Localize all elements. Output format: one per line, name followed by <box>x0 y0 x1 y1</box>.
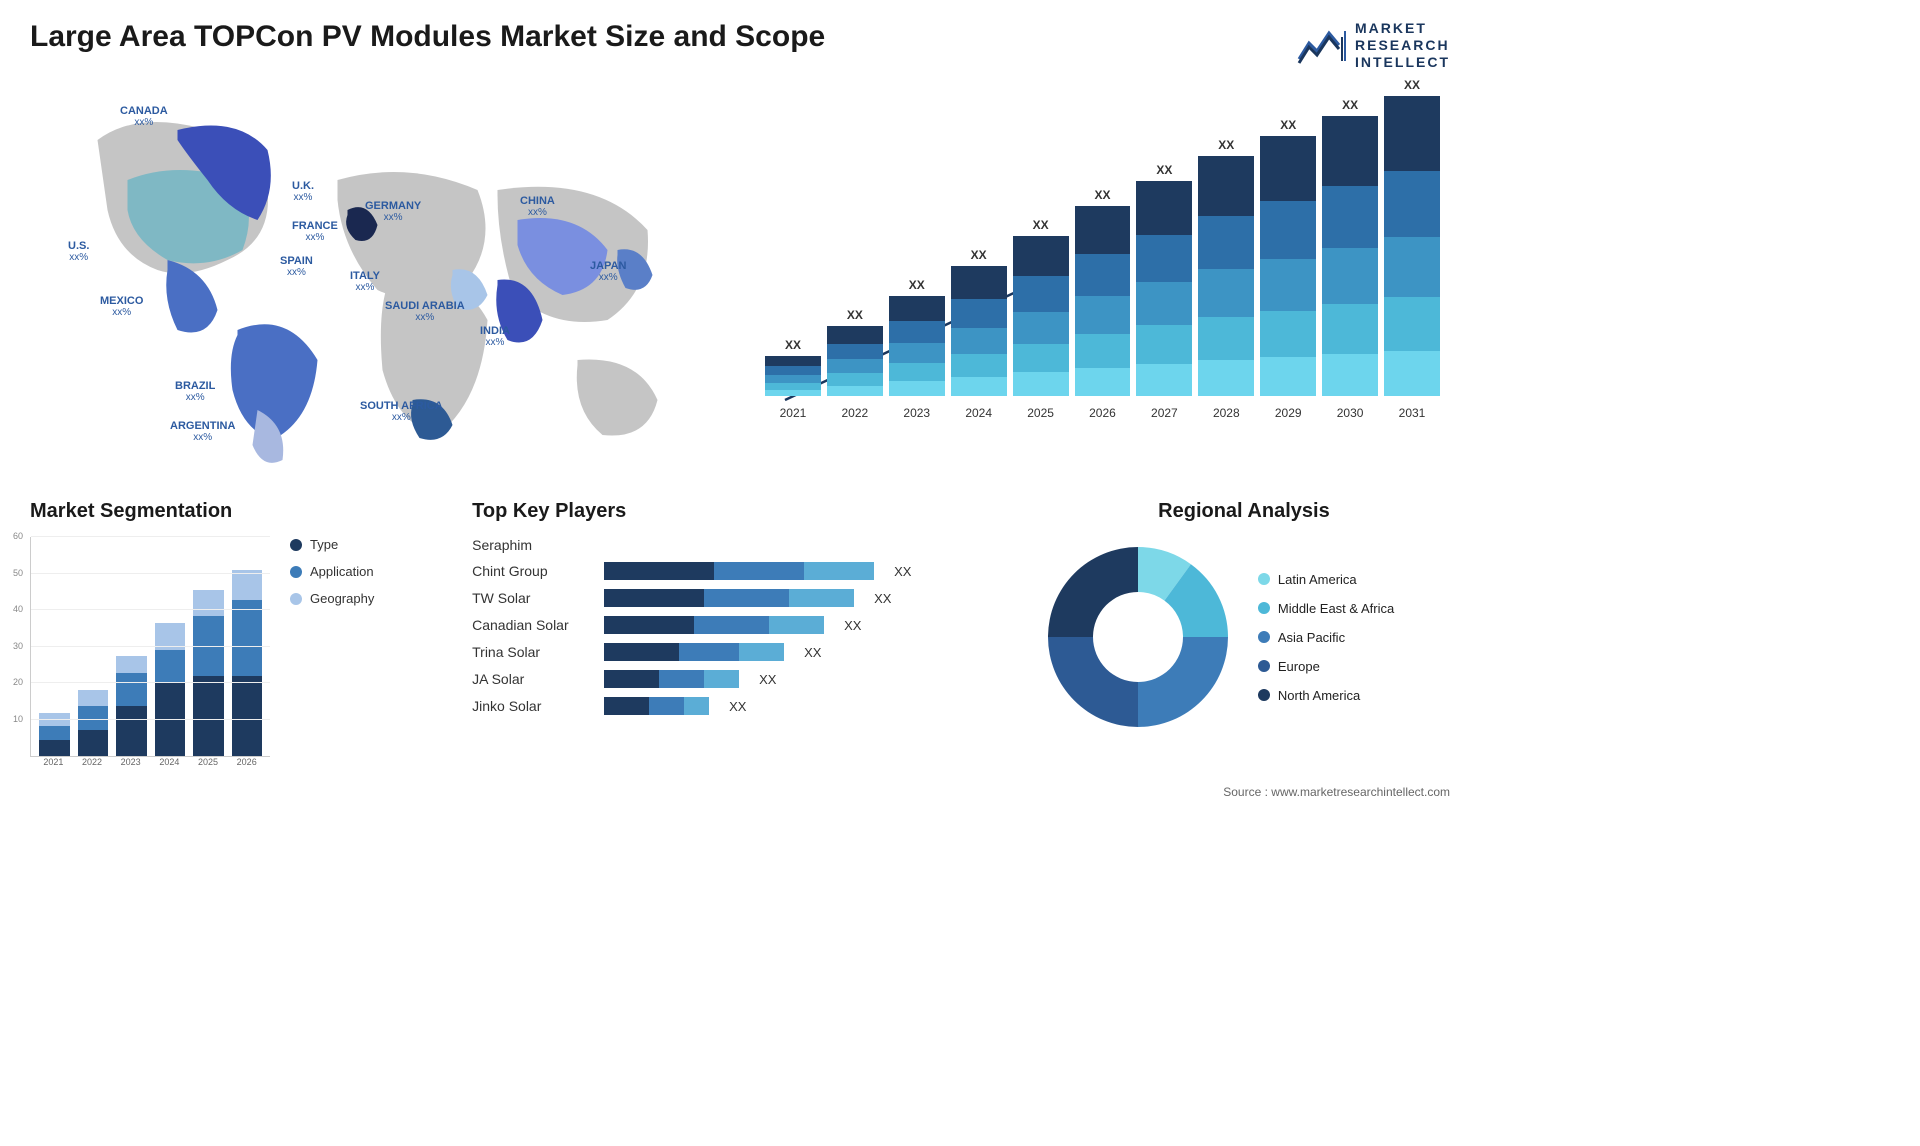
regional-legend: Latin America Middle East & Africa Asia Pa… <box>1258 572 1394 703</box>
map-label: BRAZILxx% <box>175 380 215 403</box>
segmentation-section: Market Segmentation 102030405060 2021202… <box>30 500 442 767</box>
player-row: Trina SolarXX <box>472 643 1008 661</box>
legend-item: Europe <box>1258 659 1394 674</box>
map-label: JAPANxx% <box>590 260 626 283</box>
growth-bar: XX2024 <box>951 248 1007 420</box>
donut-slice <box>1048 637 1138 727</box>
growth-bar: XX2021 <box>765 338 821 420</box>
donut-slice <box>1048 547 1138 637</box>
players-title: Top Key Players <box>472 500 1008 523</box>
seg-bar <box>193 590 224 757</box>
player-row: TW SolarXX <box>472 589 1008 607</box>
map-label: MEXICOxx% <box>100 295 143 318</box>
world-map: CANADAxx% U.S.xx% MEXICOxx% BRAZILxx% ARGENT… <box>30 80 725 480</box>
map-label: FRANCExx% <box>292 220 338 243</box>
player-row: Canadian SolarXX <box>472 616 1008 634</box>
map-label: U.S.xx% <box>68 240 89 263</box>
growth-bar: XX2022 <box>827 308 883 420</box>
players-section: Top Key Players Seraphim Chint GroupXX TW … <box>472 500 1008 715</box>
seg-bar <box>232 570 263 757</box>
legend-item: Type <box>290 537 374 552</box>
map-label: ITALYxx% <box>350 270 380 293</box>
logo-icon <box>1295 23 1347 67</box>
regional-title: Regional Analysis <box>1038 500 1450 523</box>
regional-section: Regional Analysis Latin America Middle Ea… <box>1038 500 1450 737</box>
map-label: ARGENTINAxx% <box>170 420 235 443</box>
logo: MARKET RESEARCH INTELLECT <box>1295 20 1450 70</box>
regional-donut <box>1038 537 1238 737</box>
growth-bar: XX2027 <box>1136 163 1192 420</box>
player-row: Chint GroupXX <box>472 562 1008 580</box>
player-row: JA SolarXX <box>472 670 1008 688</box>
legend-item: Latin America <box>1258 572 1394 587</box>
logo-line1: MARKET <box>1355 20 1450 37</box>
player-row: Jinko SolarXX <box>472 697 1008 715</box>
legend-item: North America <box>1258 688 1394 703</box>
map-label: SPAINxx% <box>280 255 313 278</box>
legend-item: Asia Pacific <box>1258 630 1394 645</box>
page-title: Large Area TOPCon PV Modules Market Size… <box>30 20 825 54</box>
segmentation-title: Market Segmentation <box>30 500 442 523</box>
donut-slice <box>1138 637 1228 727</box>
legend-item: Geography <box>290 591 374 606</box>
segmentation-chart: 102030405060 <box>30 537 270 757</box>
legend-item: Application <box>290 564 374 579</box>
map-label: GERMANYxx% <box>365 200 421 223</box>
logo-line3: INTELLECT <box>1355 54 1450 71</box>
growth-bar: XX2023 <box>889 278 945 420</box>
seg-bar <box>116 656 147 756</box>
players-chart: Seraphim Chint GroupXX TW SolarXX Canadian … <box>472 537 1008 715</box>
growth-bar: XX2031 <box>1384 78 1440 420</box>
map-label: CANADAxx% <box>120 105 168 128</box>
map-label: CHINAxx% <box>520 195 555 218</box>
map-label: SAUDI ARABIAxx% <box>385 300 465 323</box>
seg-bar <box>78 690 109 757</box>
segmentation-legend: Type Application Geography <box>290 537 374 767</box>
growth-bar: XX2028 <box>1198 138 1254 420</box>
growth-bar-chart: XX2021XX2022XX2023XX2024XX2025XX2026XX20… <box>755 80 1450 480</box>
growth-bar: XX2025 <box>1013 218 1069 420</box>
legend-item: Middle East & Africa <box>1258 601 1394 616</box>
growth-bar: XX2030 <box>1322 98 1378 420</box>
map-label: U.K.xx% <box>292 180 314 203</box>
map-label: SOUTH AFRICAxx% <box>360 400 443 423</box>
source-text: Source : www.marketresearchintellect.com <box>30 785 1450 799</box>
growth-bar: XX2029 <box>1260 118 1316 420</box>
player-row: Seraphim <box>472 537 1008 553</box>
map-label: INDIAxx% <box>480 325 510 348</box>
logo-line2: RESEARCH <box>1355 37 1450 54</box>
seg-bar <box>155 623 186 756</box>
growth-bar: XX2026 <box>1075 188 1131 420</box>
